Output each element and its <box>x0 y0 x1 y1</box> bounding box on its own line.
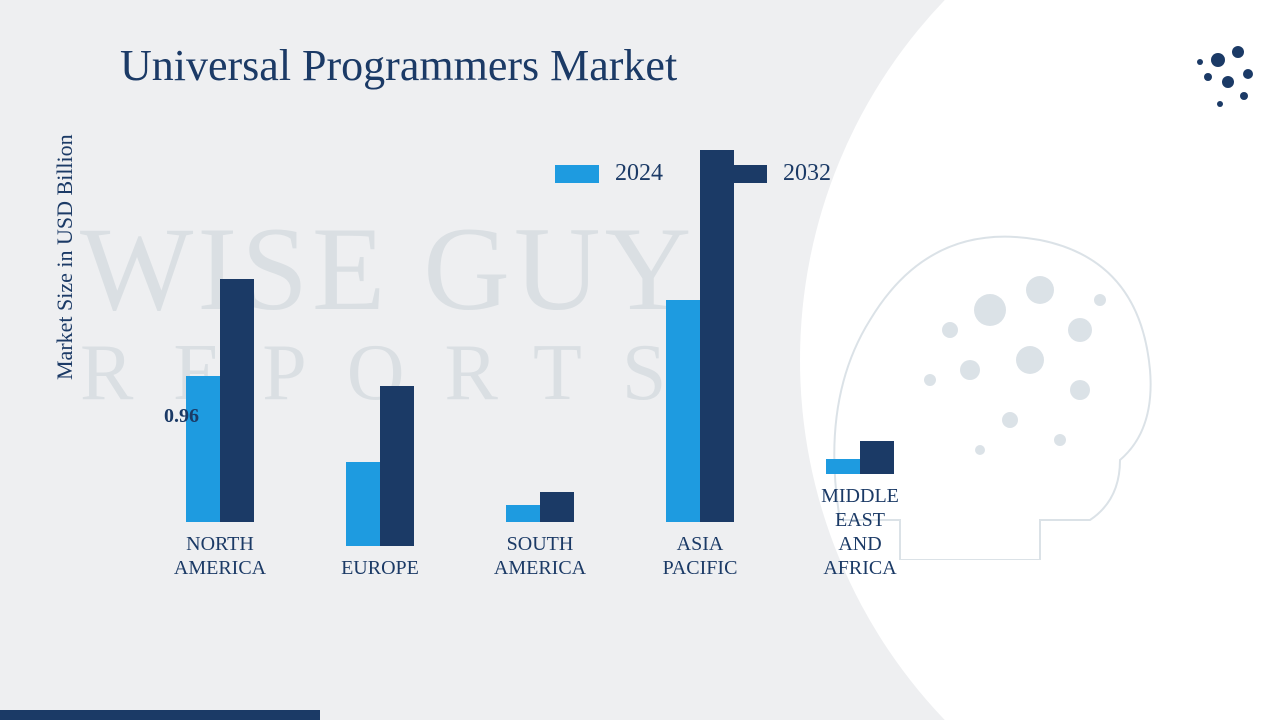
bar-2024 <box>666 300 700 522</box>
data-label: 0.96 <box>164 405 199 428</box>
category-label: MIDDLE EAST AND AFRICA <box>790 484 930 580</box>
category-label: EUROPE <box>310 556 450 580</box>
category-label: ASIA PACIFIC <box>630 532 770 580</box>
plot-area: NORTH AMERICA EUROPE SOUTH AMERICA ASIA PAC… <box>120 200 920 580</box>
y-axis-label: Market Size in USD Billion <box>52 134 78 380</box>
chart-title: Universal Programmers Market <box>120 40 677 91</box>
bar-2024 <box>826 459 860 474</box>
cluster: MIDDLE EAST AND AFRICA <box>790 94 930 580</box>
bar-2032 <box>700 150 734 522</box>
bar-2024 <box>506 505 540 522</box>
bar-pair <box>346 166 414 546</box>
bar-pair <box>506 142 574 522</box>
bar-2032 <box>540 492 574 522</box>
chart-stage: WISE GUY REPORTS WISE GUY R E P O R T S … <box>0 0 1280 720</box>
category-label: NORTH AMERICA <box>150 532 290 580</box>
logo-head-icon <box>960 22 1280 152</box>
bar-2032 <box>220 279 254 522</box>
cluster: SOUTH AMERICA <box>470 142 610 580</box>
bar-2024 <box>346 462 380 546</box>
bar-pair <box>186 142 254 522</box>
brand-logo: WISE GUY R E P O R T S <box>968 22 1240 94</box>
bar-pair <box>826 94 894 474</box>
cluster: ASIA PACIFIC <box>630 142 770 580</box>
bar-pair <box>666 142 734 522</box>
category-label: SOUTH AMERICA <box>470 532 610 580</box>
bottom-accent-bar <box>0 710 320 720</box>
bar-2032 <box>860 441 894 474</box>
bar-2024 <box>186 376 220 522</box>
bar-2032 <box>380 386 414 546</box>
cluster: NORTH AMERICA <box>150 142 290 580</box>
cluster: EUROPE <box>310 166 450 580</box>
